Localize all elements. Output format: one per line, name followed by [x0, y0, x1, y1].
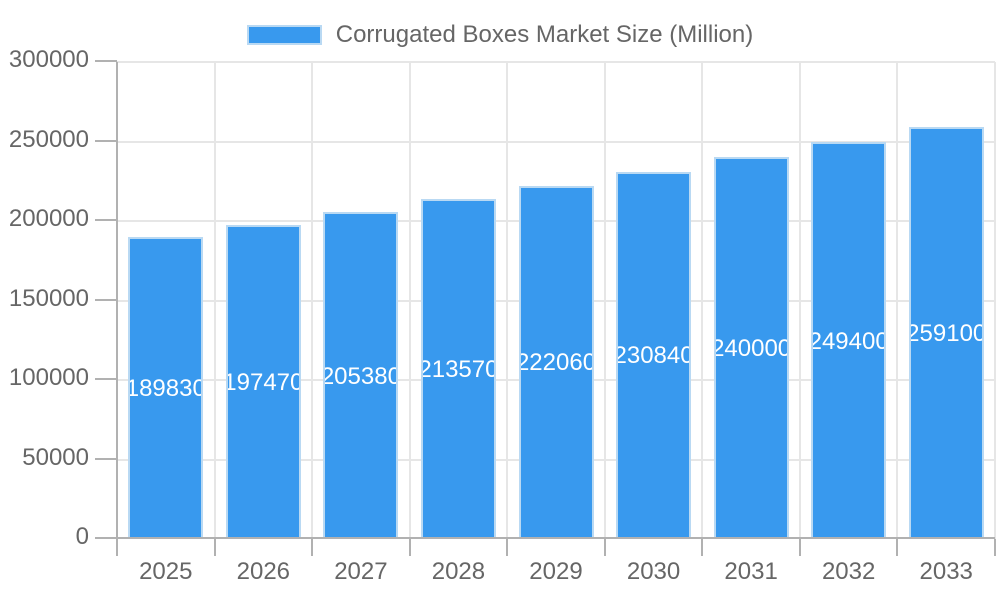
plot-area: 189830 197470 205380 213570 222060 230840 2400… [117, 61, 996, 539]
h-gridline [117, 61, 995, 63]
bar-2027[interactable]: 205380 [323, 212, 399, 539]
v-gridline [506, 62, 509, 539]
bar-2029[interactable]: 222060 [518, 185, 594, 539]
v-gridline [701, 62, 704, 539]
x-axis-label: 2025 [139, 558, 193, 585]
bar-value-label: 213570 [420, 356, 496, 384]
bar-value-label: 240000 [713, 335, 789, 363]
x-tick [213, 539, 216, 556]
v-gridline [408, 62, 411, 539]
x-tick [798, 539, 801, 556]
x-tick [994, 539, 996, 556]
x-tick [603, 539, 606, 556]
x-axis-label: 2027 [334, 558, 388, 585]
bar-value-label: 205380 [323, 362, 399, 390]
legend-swatch-icon [246, 25, 322, 45]
y-tick [95, 139, 117, 142]
y-axis-label: 250000 [8, 125, 89, 153]
v-gridline [994, 62, 996, 539]
bar-2028[interactable]: 213570 [420, 199, 496, 539]
y-tick [95, 537, 117, 539]
y-axis-label: 50000 [22, 443, 89, 471]
x-axis-label: 2030 [626, 558, 681, 585]
bar-2031[interactable]: 240000 [713, 157, 789, 539]
x-axis-label: 2026 [236, 558, 291, 585]
y-tick [95, 457, 117, 460]
x-tick [701, 539, 704, 556]
y-axis-line [116, 62, 118, 556]
v-gridline [311, 62, 314, 539]
x-tick [311, 539, 314, 556]
bar-value-label: 259100 [908, 320, 984, 348]
x-tick [408, 539, 411, 556]
v-gridline [798, 62, 801, 539]
bar-2030[interactable]: 230840 [616, 171, 692, 539]
bar-value-label: 249400 [811, 327, 887, 355]
y-axis-label: 100000 [8, 364, 89, 391]
y-axis-label: 200000 [8, 205, 89, 232]
x-axis-label: 2029 [529, 558, 583, 585]
v-gridline [603, 62, 606, 539]
x-axis-label: 2028 [431, 558, 486, 585]
x-axis-line [116, 537, 995, 539]
y-tick [95, 298, 117, 301]
bar-value-label: 197470 [225, 369, 301, 397]
bar-2026[interactable]: 197470 [225, 225, 301, 539]
x-axis-label: 2031 [724, 558, 778, 585]
x-tick [506, 539, 509, 556]
v-gridline [213, 62, 216, 539]
y-tick [95, 60, 117, 62]
bar-2033[interactable]: 259100 [908, 127, 984, 539]
bar-value-label: 189830 [128, 375, 204, 403]
legend: Corrugated Boxes Market Size (Million) [0, 21, 1000, 49]
y-tick [95, 219, 117, 221]
y-axis-label: 300000 [8, 46, 89, 73]
legend-label: Corrugated Boxes Market Size (Million) [335, 21, 754, 48]
x-axis-label: 2033 [919, 558, 973, 585]
y-axis-label: 0 [75, 523, 89, 550]
y-axis-label: 150000 [8, 284, 89, 312]
h-gridline [117, 140, 995, 143]
legend-item[interactable]: Corrugated Boxes Market Size (Million) [246, 21, 754, 49]
x-tick [116, 539, 118, 556]
y-tick [95, 378, 117, 380]
bar-value-label: 222060 [518, 349, 594, 377]
v-gridline [896, 62, 899, 539]
bar-value-label: 230840 [616, 342, 692, 370]
bar-2025[interactable]: 189830 [128, 237, 204, 539]
x-axis-label: 2032 [821, 558, 876, 585]
bar-2032[interactable]: 249400 [811, 142, 887, 539]
x-tick [896, 539, 899, 556]
